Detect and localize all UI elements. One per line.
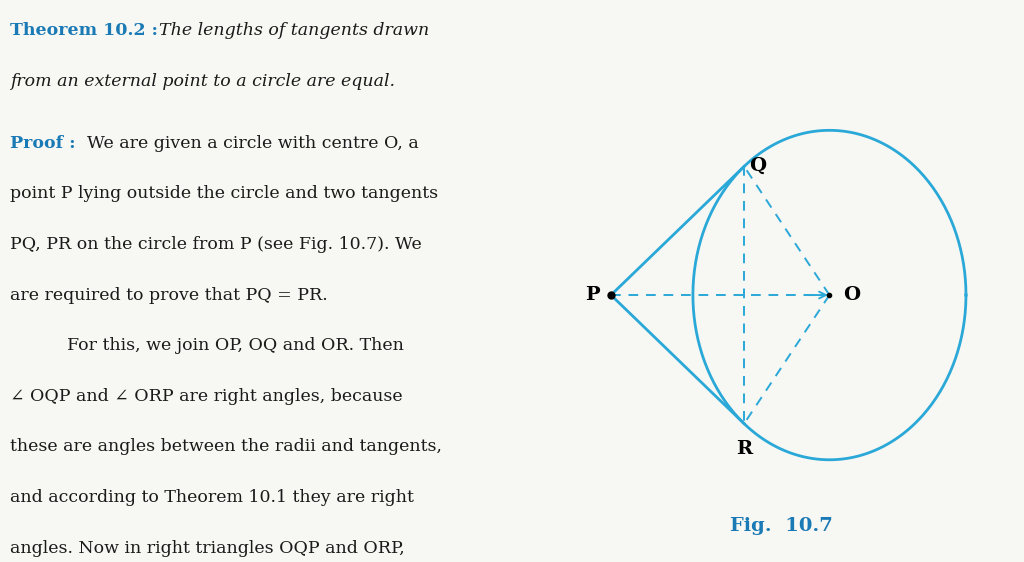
Text: R: R	[736, 440, 753, 458]
Text: Theorem 10.2 :: Theorem 10.2 :	[10, 22, 164, 39]
Text: angles. Now in right triangles OQP and ORP,: angles. Now in right triangles OQP and O…	[10, 540, 404, 556]
Text: We are given a circle with centre O, a: We are given a circle with centre O, a	[87, 135, 419, 152]
Text: P: P	[586, 286, 600, 304]
Text: PQ, PR on the circle from P (see Fig. 10.7). We: PQ, PR on the circle from P (see Fig. 10…	[10, 236, 422, 253]
Text: The lengths of tangents drawn: The lengths of tangents drawn	[159, 22, 429, 39]
Text: O: O	[843, 286, 860, 304]
Text: are required to prove that PQ = PR.: are required to prove that PQ = PR.	[10, 287, 328, 303]
Text: Q: Q	[750, 157, 767, 175]
Text: these are angles between the radii and tangents,: these are angles between the radii and t…	[10, 438, 442, 455]
Text: Fig.  10.7: Fig. 10.7	[730, 518, 834, 536]
Text: For this, we join OP, OQ and OR. Then: For this, we join OP, OQ and OR. Then	[67, 337, 403, 354]
Text: from an external point to a circle are equal.: from an external point to a circle are e…	[10, 73, 395, 90]
Text: point P lying outside the circle and two tangents: point P lying outside the circle and two…	[10, 185, 438, 202]
Text: and according to Theorem 10.1 they are right: and according to Theorem 10.1 they are r…	[10, 489, 414, 506]
Text: ∠ OQP and ∠ ORP are right angles, because: ∠ OQP and ∠ ORP are right angles, becaus…	[10, 388, 402, 405]
Text: Proof :: Proof :	[10, 135, 82, 152]
